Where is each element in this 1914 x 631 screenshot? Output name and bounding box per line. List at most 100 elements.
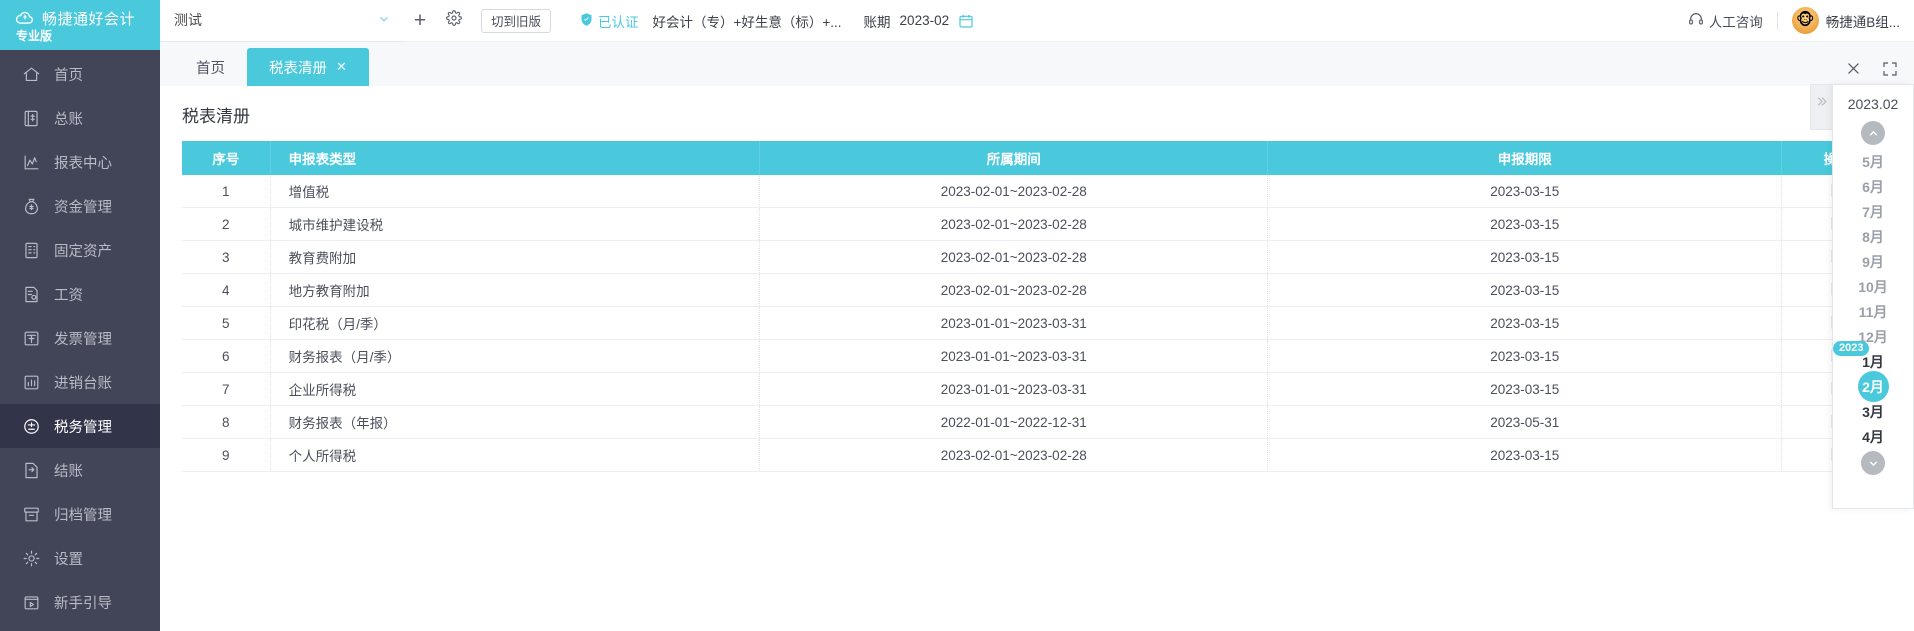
- sidebar-item-8[interactable]: 税务管理: [0, 404, 160, 448]
- col-type: 申报表类型: [270, 141, 761, 175]
- brand-edition: 专业版: [16, 29, 53, 43]
- month-item-2[interactable]: 7月: [1833, 199, 1913, 224]
- month-item-11[interactable]: 4月: [1833, 424, 1913, 449]
- cell-period: 2023-01-01~2023-03-31: [759, 372, 1269, 406]
- product-list: 好会计（专）+好生意（标）+...: [652, 14, 842, 30]
- headset-icon: [1688, 11, 1704, 30]
- table-row[interactable]: 8 财务报表（年报） 2022-01-01~2022-12-31 2023-05-31: [182, 405, 1892, 439]
- month-item-0[interactable]: 5月: [1833, 149, 1913, 174]
- table-row[interactable]: 1 增值税 2023-02-01~2023-02-28 2023-03-15: [182, 175, 1892, 208]
- page-header: 税表清册 刷新: [160, 86, 1914, 141]
- sidebar-item-0[interactable]: 首页: [0, 52, 160, 96]
- sidebar-item-label: 归档管理: [54, 507, 112, 524]
- invoice-icon: [22, 329, 41, 348]
- table-row[interactable]: 7 企业所得税 2023-01-01~2023-03-31 2023-03-15: [182, 372, 1892, 406]
- month-label: 9月: [1862, 253, 1884, 270]
- chevron-up-circle-icon[interactable]: [1861, 121, 1885, 145]
- table-row[interactable]: 5 印花税（月/季） 2023-01-01~2023-03-31 2023-03-15: [182, 306, 1892, 340]
- sidebar-item-label: 首页: [54, 67, 83, 84]
- monkey-avatar: 🐵: [1791, 7, 1819, 34]
- settings-button[interactable]: [437, 0, 471, 42]
- cell-no: 4: [182, 273, 271, 307]
- sidebar-item-6[interactable]: 发票管理: [0, 316, 160, 360]
- org-selector[interactable]: 测试: [160, 0, 403, 42]
- cell-no: 8: [182, 405, 271, 439]
- accounting-period[interactable]: 账期 2023-02: [864, 11, 975, 31]
- month-item-1[interactable]: 6月: [1833, 174, 1913, 199]
- cell-period: 2022-01-01~2022-12-31: [759, 405, 1269, 439]
- table-body: 1 增值税 2023-02-01~2023-02-28 2023-03-15 2 城市维护…: [182, 175, 1892, 472]
- chevron-down-circle-icon[interactable]: [1861, 451, 1885, 475]
- tax-icon: [22, 417, 41, 436]
- sidebar-item-5[interactable]: 工资: [0, 272, 160, 316]
- sidebar-item-7[interactable]: 进销台账: [0, 360, 160, 404]
- tab-0[interactable]: 首页: [174, 48, 247, 86]
- table-row[interactable]: 6 财务报表（月/季） 2023-01-01~2023-03-31 2023-03-1…: [182, 339, 1892, 373]
- home-icon: [22, 65, 41, 84]
- table-row[interactable]: 3 教育费附加 2023-02-01~2023-02-28 2023-03-15: [182, 240, 1892, 274]
- add-button[interactable]: +: [403, 0, 437, 42]
- user-menu[interactable]: 🐵 畅捷通B组...: [1791, 7, 1900, 34]
- month-list: 5月 6月 7月 8月 9月 10月 11月 12月 2023 1月 2月 3月 4月: [1833, 149, 1913, 449]
- table-header: 序号 申报表类型 所属期间 申报期限 操作: [182, 141, 1892, 175]
- month-item-9[interactable]: 2月: [1833, 371, 1913, 402]
- month-item-10[interactable]: 3月: [1833, 399, 1913, 424]
- table-row[interactable]: 9 个人所得税 2023-02-01~2023-02-28 2023-03-15: [182, 438, 1892, 472]
- archive-icon: [22, 505, 41, 524]
- table-row[interactable]: 2 城市维护建设税 2023-02-01~2023-02-28 2023-03-15: [182, 207, 1892, 241]
- chevrons-right-icon[interactable]: [1810, 84, 1832, 130]
- sidebar-item-3[interactable]: 资金管理: [0, 184, 160, 228]
- sidebar-item-1[interactable]: 总账: [0, 96, 160, 140]
- sidebar-item-10[interactable]: 归档管理: [0, 492, 160, 536]
- close-all-icon[interactable]: [1845, 60, 1862, 77]
- cell-type: 城市维护建设税: [270, 207, 761, 241]
- money-bag-icon: [22, 197, 41, 216]
- cell-no: 5: [182, 306, 271, 340]
- sidebar-item-label: 报表中心: [54, 155, 112, 172]
- tab-1[interactable]: 税表清册 ✕: [247, 48, 369, 86]
- month-item-3[interactable]: 8月: [1833, 224, 1913, 249]
- month-item-5[interactable]: 10月: [1833, 274, 1913, 299]
- cell-deadline: 2023-03-15: [1267, 207, 1783, 241]
- cell-period: 2023-02-01~2023-02-28: [759, 207, 1269, 241]
- month-item-8[interactable]: 1月: [1833, 349, 1913, 374]
- cell-no: 2: [182, 207, 271, 241]
- cell-deadline: 2023-03-15: [1267, 175, 1783, 208]
- switch-to-old-version-button[interactable]: 切到旧版: [481, 8, 552, 33]
- month-label: 8月: [1862, 228, 1884, 245]
- sidebar-item-9[interactable]: 结账: [0, 448, 160, 492]
- tab-strip-actions: [1845, 60, 1898, 77]
- table-header-row: 序号 申报表类型 所属期间 申报期限 操作: [182, 141, 1892, 175]
- close-icon[interactable]: ✕: [336, 59, 347, 74]
- cell-no: 7: [182, 372, 271, 406]
- sidebar-item-label: 税务管理: [54, 419, 112, 436]
- sidebar-item-11[interactable]: 设置: [0, 536, 160, 580]
- fullscreen-icon[interactable]: [1882, 61, 1898, 77]
- switch-label: 切到旧版: [491, 15, 542, 29]
- cloud-logo-icon: [14, 7, 36, 29]
- guide-icon: [22, 593, 41, 612]
- support-button[interactable]: 人工咨询: [1688, 11, 1763, 31]
- brand-name: 畅捷通好会计: [42, 10, 136, 28]
- divider: [1776, 11, 1778, 30]
- month-label: 5月: [1862, 153, 1884, 170]
- tab-label: 首页: [196, 60, 225, 77]
- table-row[interactable]: 4 地方教育附加 2023-02-01~2023-02-28 2023-03-15: [182, 273, 1892, 307]
- cell-type: 教育费附加: [270, 240, 761, 274]
- calendar-icon[interactable]: [958, 13, 974, 29]
- sidebar-item-12[interactable]: 新手引导: [0, 580, 160, 624]
- month-label: 1月: [1862, 353, 1884, 370]
- certified-badge[interactable]: 已认证: [579, 11, 639, 31]
- col-period: 所属期间: [759, 141, 1269, 175]
- month-item-7[interactable]: 12月: [1833, 324, 1913, 349]
- drawer-current-period: 2023.02: [1847, 96, 1899, 112]
- payroll-icon: [22, 285, 41, 304]
- sidebar-item-2[interactable]: 报表中心: [0, 140, 160, 184]
- building-icon: [22, 241, 41, 260]
- gear-icon: [446, 10, 462, 31]
- sidebar-item-4[interactable]: 固定资产: [0, 228, 160, 272]
- main-area: 测试 + 切到旧版: [160, 0, 1914, 631]
- month-item-4[interactable]: 9月: [1833, 249, 1913, 274]
- month-item-6[interactable]: 11月: [1833, 299, 1913, 324]
- brand-logo-block: 畅捷通好会计 专业版: [0, 0, 160, 50]
